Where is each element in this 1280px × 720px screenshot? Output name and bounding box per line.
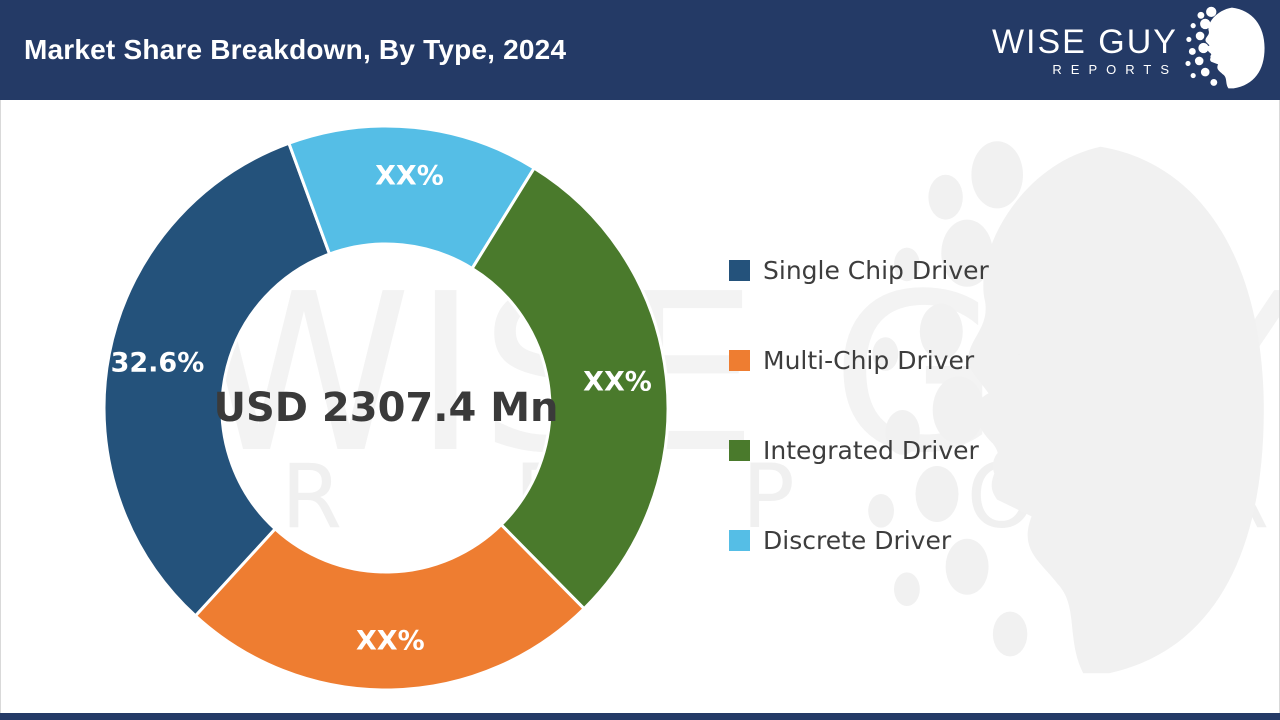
donut-segment-single-chip-driver: [102, 141, 332, 619]
donut-center-value: USD 2307.4 Mn: [213, 385, 559, 431]
brand-name: WISE GUY: [991, 22, 1178, 61]
footer-bar: [0, 713, 1280, 720]
donut-segment-multi-chip-driver: [193, 522, 587, 692]
donut-chart: 32.6% XX% XX% XX%: [102, 124, 670, 692]
brand-subtitle: REPORTS: [1052, 61, 1178, 77]
legend-label-discrete-driver: Discrete Driver: [763, 525, 952, 555]
legend-item-single-chip-driver: Single Chip Driver: [729, 248, 989, 292]
segment-label-single-chip-driver: 32.6%: [111, 347, 205, 378]
header-bar: Market Share Breakdown, By Type, 2024 WI…: [0, 0, 1280, 100]
legend-swatch-integrated-driver: [729, 439, 750, 461]
legend-item-integrated-driver: Integrated Driver: [729, 428, 989, 472]
donut-segment-integrated-driver: [470, 166, 670, 611]
brand-logo: WISE GUY REPORTS: [992, 5, 1280, 95]
legend-label-multi-chip-driver: Multi-Chip Driver: [763, 345, 975, 375]
brand-logo-text: WISE GUY REPORTS: [992, 25, 1178, 76]
donut-segment-discrete-driver: [286, 124, 537, 271]
chart-legend: Single Chip Driver Multi-Chip Driver Integ…: [729, 248, 989, 608]
page-title: Market Share Breakdown, By Type, 2024: [24, 34, 567, 65]
legend-swatch-single-chip-driver: [729, 259, 750, 281]
dotted-face-icon: [1182, 5, 1268, 95]
segment-label-multi-chip-driver: XX%: [356, 625, 425, 656]
legend-item-multi-chip-driver: Multi-Chip Driver: [729, 338, 989, 382]
chart-area: WISE GUY R E P O R T S 32.6%XX%XX%XX% US…: [0, 100, 1280, 714]
legend-item-discrete-driver: Discrete Driver: [729, 518, 989, 562]
segment-label-integrated-driver: XX%: [583, 366, 652, 397]
legend-label-integrated-driver: Integrated Driver: [763, 435, 979, 465]
segment-label-discrete-driver: XX%: [375, 161, 444, 192]
legend-label-single-chip-driver: Single Chip Driver: [763, 255, 989, 285]
legend-swatch-multi-chip-driver: [729, 349, 750, 371]
legend-swatch-discrete-driver: [729, 529, 750, 551]
